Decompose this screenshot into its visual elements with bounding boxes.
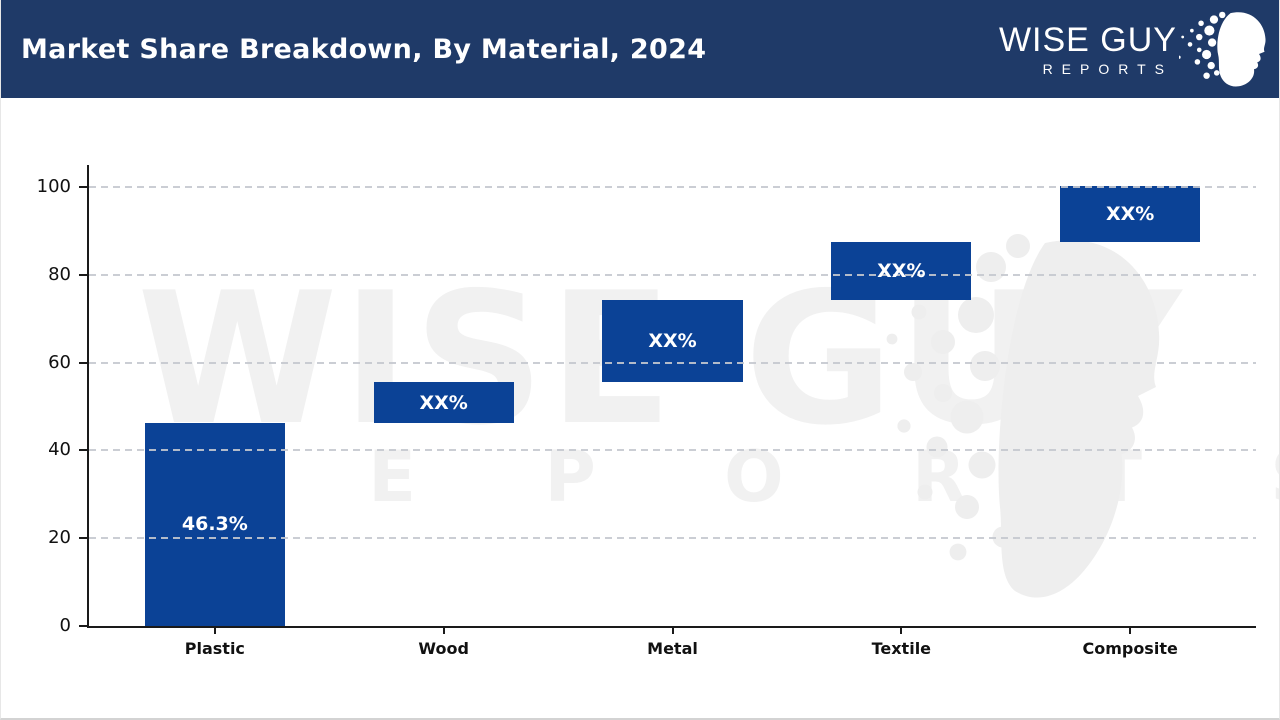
y-tick-mark-80 [79, 273, 87, 276]
x-tick-label-composite: Composite [1082, 639, 1178, 658]
bar-wood [373, 382, 514, 423]
x-tick-label-metal: Metal [647, 639, 698, 658]
bar-value-label-plastic: 46.3% [181, 513, 248, 536]
y-tick-mark-100 [79, 185, 87, 188]
dotted-head-logo-icon [1179, 11, 1266, 87]
y-tick-label-60: 60 [48, 351, 71, 373]
gridline-60 [89, 361, 1256, 364]
header-bar: Market Share Breakdown, By Material, 202… [1, 0, 1279, 98]
gridline-80 [89, 273, 1256, 276]
y-tick-label-100: 100 [36, 175, 71, 197]
bar-composite [1060, 185, 1201, 242]
x-tick-mark-plastic [213, 628, 216, 634]
x-tick-mark-textile [900, 628, 903, 634]
brand-name: WISE GUY [998, 20, 1177, 59]
gridline-100 [89, 185, 1256, 188]
bar-metal [602, 300, 743, 383]
x-tick-label-wood: Wood [418, 639, 469, 658]
x-tick-label-plastic: Plastic [184, 639, 245, 658]
bar-value-label-wood: XX% [419, 391, 468, 414]
x-tick-label-textile: Textile [871, 639, 932, 658]
watermark-head-icon [886, 234, 1160, 598]
y-tick-mark-20 [79, 537, 87, 540]
bar-value-label-metal: XX% [648, 330, 697, 353]
brand-logo-text: WISE GUY REPORTS [999, 22, 1177, 77]
x-tick-mark-composite [1129, 628, 1132, 634]
gridline-20 [89, 537, 1256, 540]
bar-value-label-textile: XX% [877, 260, 926, 283]
gridline-40 [89, 449, 1256, 452]
y-tick-label-0: 0 [59, 615, 71, 636]
y-tick-label-20: 20 [48, 527, 71, 549]
y-tick-label-80: 80 [48, 263, 71, 285]
bar-plastic [144, 422, 285, 626]
y-tick-mark-40 [79, 449, 87, 452]
plot-area: WISE GUY R E P O R T S 0 20 40 60 80 100 46.3%… [37, 165, 1279, 658]
brand-logo: WISE GUY REPORTS [999, 6, 1271, 92]
bar-value-label-composite: XX% [1105, 202, 1155, 225]
chart-title: Market Share Breakdown, By Material, 202… [21, 33, 707, 65]
bar-textile [831, 241, 972, 301]
x-tick-mark-wood [442, 628, 445, 634]
brand-subtitle: REPORTS [1042, 60, 1173, 77]
x-tick-mark-metal [671, 628, 674, 634]
y-tick-mark-60 [79, 361, 87, 364]
y-tick-mark-0 [79, 625, 87, 627]
y-tick-label-40: 40 [48, 439, 71, 461]
